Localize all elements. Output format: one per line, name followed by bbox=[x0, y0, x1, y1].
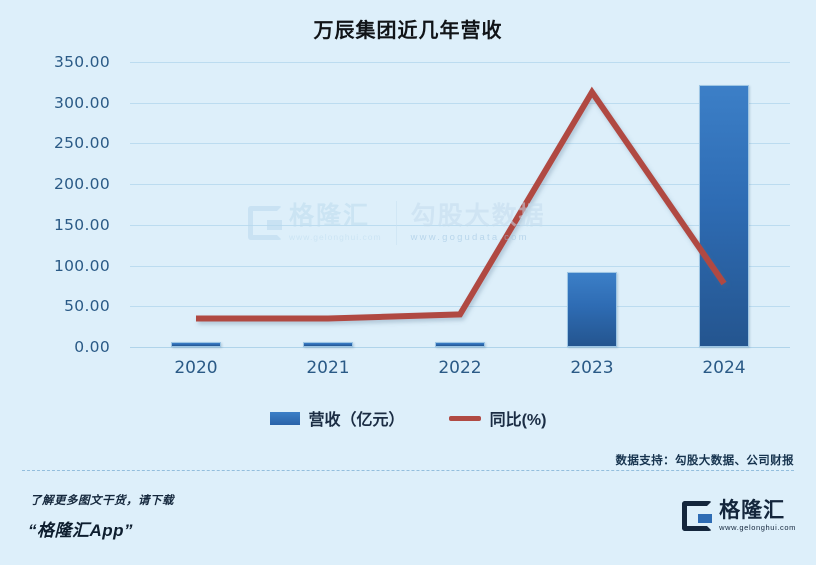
legend-bar-swatch-icon bbox=[269, 411, 300, 425]
footer-logo: 格隆汇 www.gelonghui.com bbox=[682, 500, 796, 532]
gridline bbox=[130, 265, 790, 267]
legend-item-1[interactable]: 营收（亿元） bbox=[269, 406, 405, 430]
y-axis-tick-label: 250.00 bbox=[53, 134, 110, 153]
x-axis-tick-label: 2022 bbox=[438, 358, 482, 378]
x-axis-tick-label: 2020 bbox=[174, 358, 218, 378]
page-title: 万辰集团近几年营收 bbox=[313, 20, 503, 42]
legend-label: 营收（亿元） bbox=[308, 412, 405, 429]
gridline bbox=[130, 224, 790, 226]
y-axis-tick-label: 300.00 bbox=[53, 93, 110, 112]
footer-logo-url: www.gelonghui.com bbox=[719, 523, 796, 532]
gridline bbox=[130, 102, 790, 104]
plot-area bbox=[130, 62, 790, 348]
chart-legend: 营收（亿元） 同比(%) bbox=[0, 406, 816, 430]
gridline bbox=[130, 306, 790, 308]
gelonghui-logo-icon bbox=[682, 500, 713, 531]
y-axis-tick-label: 0.00 bbox=[74, 338, 110, 356]
y-axis-tick-label: 100.00 bbox=[53, 256, 110, 275]
legend-line-swatch-icon bbox=[448, 415, 481, 421]
bar-2021 bbox=[303, 342, 353, 347]
source-note: 数据支持：勾股大数据、公司财报 bbox=[615, 455, 794, 467]
y-axis-tick-label: 150.00 bbox=[53, 215, 110, 234]
y-axis-tick-label: 50.00 bbox=[64, 297, 110, 316]
gridline bbox=[130, 143, 790, 145]
footer-logo-name: 格隆汇 bbox=[719, 499, 786, 522]
footer-divider bbox=[22, 470, 794, 471]
bar-2022 bbox=[435, 342, 485, 347]
footer-promo-line1: 了解更多图文干货，请下载 bbox=[30, 495, 174, 507]
x-axis-tick-label: 2024 bbox=[702, 358, 746, 378]
x-axis-tick-label: 2023 bbox=[570, 358, 614, 378]
bar-2023 bbox=[567, 272, 617, 347]
legend-item-2[interactable]: 同比(%) bbox=[448, 406, 547, 430]
line-series bbox=[130, 62, 790, 347]
gridline bbox=[130, 347, 790, 348]
gridline bbox=[130, 184, 790, 186]
y-axis-tick-label: 350.00 bbox=[53, 53, 110, 71]
bar-2024 bbox=[699, 84, 749, 347]
gridline bbox=[130, 62, 790, 63]
footer-promo-line2: “格隆汇App” bbox=[28, 521, 134, 540]
legend-label: 同比(%) bbox=[489, 412, 547, 429]
y-axis-tick-label: 200.00 bbox=[53, 175, 110, 194]
bar-2020 bbox=[171, 342, 221, 347]
x-axis-tick-label: 2021 bbox=[306, 358, 350, 378]
